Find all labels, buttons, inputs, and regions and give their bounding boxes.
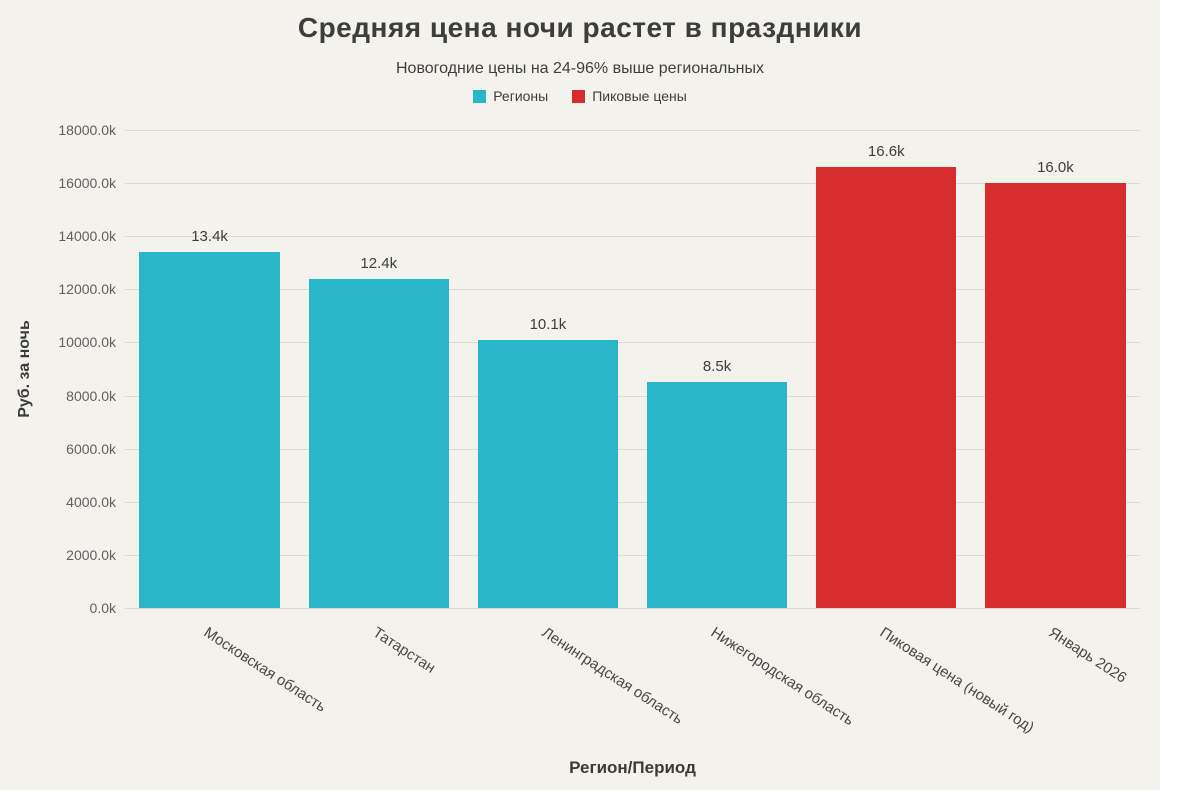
x-tick-label: Январь 2026 (1046, 624, 1131, 687)
gridline (125, 183, 1140, 185)
legend: Регионы Пиковые цены (0, 88, 1160, 104)
legend-label: Пиковые цены (592, 88, 687, 104)
x-tick-labels: Московская область Татарстан Ленинградская… (125, 614, 1140, 754)
bars-layer: 13.4k 12.4k 10.1k 8.5k 16.6k 16.0k (125, 130, 1140, 608)
y-tick-label: 14000.0k (58, 228, 116, 245)
gridline (125, 501, 1140, 503)
chart-figure: Средняя цена ночи растет в праздники Нов… (0, 0, 1160, 790)
chart-title: Средняя цена ночи растет в праздники (297, 12, 863, 43)
bar-value-label: 16.0k (1037, 159, 1074, 177)
grid-layer (125, 130, 1140, 609)
gridline (125, 554, 1140, 556)
x-tick: Нижегородская область (633, 614, 857, 754)
y-tick-label: 10000.0k (58, 334, 116, 351)
y-tick-label: 2000.0k (66, 546, 116, 563)
y-tick-label: 6000.0k (66, 440, 116, 457)
gridline (125, 130, 1140, 131)
y-tick-label: 16000.0k (58, 175, 116, 192)
bar-1: 13.4k (139, 228, 280, 608)
bar-3: 10.1k (477, 316, 619, 608)
gridline (125, 448, 1140, 450)
bar-value-label: 12.4k (360, 254, 398, 272)
bar-slot: 16.6k (802, 130, 971, 608)
gridline (125, 395, 1140, 397)
bar-4: 8.5k (646, 358, 788, 608)
bar-slot: 12.4k (294, 130, 463, 608)
x-tick: Ленинградская область (463, 614, 686, 754)
bar-value-label: 10.1k (529, 315, 567, 333)
gridline (125, 236, 1140, 238)
gridline (125, 608, 1140, 609)
y-tick-label: 18000.0k (58, 122, 116, 138)
bar-value-label: 16.6k (867, 143, 905, 161)
legend-item-1: Регионы (473, 88, 548, 104)
bar-5: 16.6k (816, 143, 957, 608)
bar-value-label: 8.5k (702, 358, 732, 376)
x-tick-label: Татарстан (369, 624, 439, 677)
bar-2: 12.4k (308, 255, 449, 608)
bar-value-label: 13.4k (191, 228, 228, 246)
plot-area: 13.4k 12.4k 10.1k 8.5k 16.6k 16.0k (125, 130, 1140, 609)
bar-slot: 8.5k (633, 130, 802, 608)
x-axis-title: Регион/Период (569, 758, 696, 777)
gridline (125, 342, 1140, 344)
bar-slot: 16.0k (971, 130, 1140, 608)
bar-slot: 13.4k (125, 130, 294, 608)
bar-6: 16.0k (985, 159, 1126, 608)
legend-item-2: Пиковые цены (572, 88, 687, 104)
gridline (125, 289, 1140, 291)
legend-label: Регионы (493, 88, 549, 104)
x-tick: Пиковая цена (новый год) (802, 614, 1037, 754)
x-tick: Татарстан (294, 614, 463, 754)
x-tick: Январь 2026 (971, 614, 1140, 754)
x-tick: Московская область (125, 614, 328, 754)
y-tick-label: 8000.0k (66, 387, 116, 404)
y-tick-label: 0.0k (89, 600, 116, 616)
legend-swatch-icon (473, 89, 487, 103)
legend-swatch-icon (572, 89, 586, 103)
chart-subtitle: Новогодние цены на 24-96% выше региональ… (396, 60, 764, 77)
y-tick-labels: 0.0k 2000.0k 4000.0k 6000.0k 8000.0k 10000.0k… (0, 122, 116, 616)
y-tick-label: 12000.0k (58, 281, 116, 298)
y-tick-label: 4000.0k (66, 493, 116, 510)
bar-slot: 10.1k (463, 130, 632, 608)
